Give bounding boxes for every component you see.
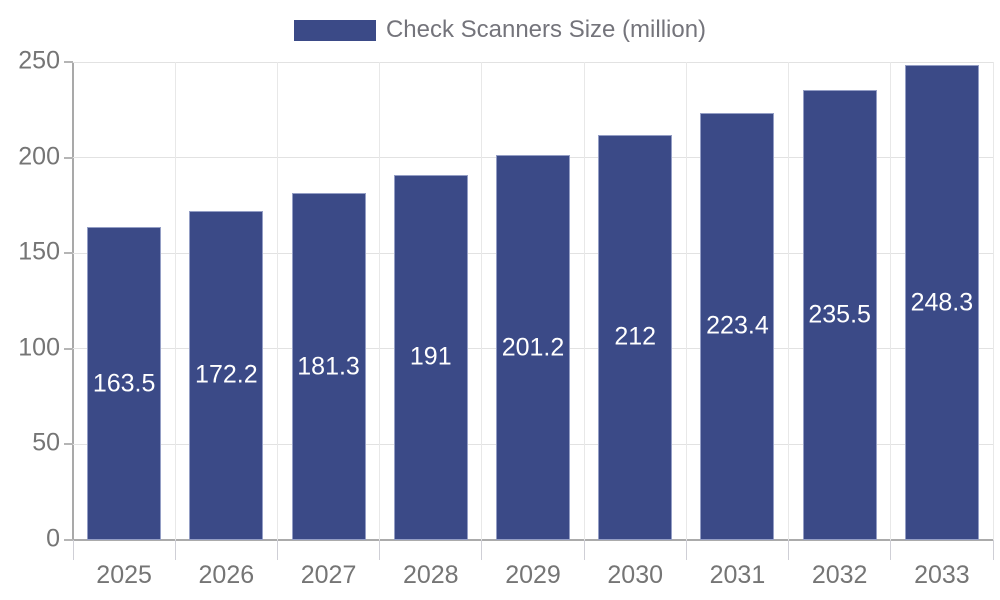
y-axis-tick bbox=[64, 61, 73, 63]
legend-swatch bbox=[293, 19, 376, 41]
x-axis-tick bbox=[992, 540, 994, 560]
x-tick-label: 2025 bbox=[96, 561, 152, 589]
bar-value-label: 212 bbox=[614, 322, 657, 351]
bar-value-label: 235.5 bbox=[808, 300, 871, 329]
gridline-vertical bbox=[379, 62, 381, 540]
x-axis-tick bbox=[788, 540, 790, 560]
x-tick-label: 2030 bbox=[607, 561, 664, 589]
gridline-vertical bbox=[992, 62, 994, 540]
bar-value-label: 201.2 bbox=[501, 333, 565, 362]
bar-value-label: 248.3 bbox=[910, 288, 974, 317]
x-tick-label: 2033 bbox=[914, 561, 970, 589]
y-tick-label: 0 bbox=[46, 524, 60, 553]
bar-value-label: 181.3 bbox=[297, 352, 360, 381]
y-axis-tick bbox=[64, 443, 73, 446]
bar-2031 bbox=[700, 112, 775, 540]
bar-2032 bbox=[802, 89, 877, 540]
gridline-vertical bbox=[481, 62, 483, 540]
gridline-vertical bbox=[685, 62, 687, 540]
x-tick-label: 2026 bbox=[198, 561, 255, 589]
gridline-vertical bbox=[174, 62, 176, 540]
bar-value-label: 223.4 bbox=[706, 311, 769, 340]
bar-value-label: 172.2 bbox=[195, 360, 258, 389]
bar-value-label: 163.5 bbox=[92, 369, 156, 398]
x-axis-tick bbox=[890, 540, 892, 560]
bar-value-label: 191 bbox=[409, 342, 452, 371]
y-tick-label: 50 bbox=[32, 428, 60, 457]
y-tick-label: 200 bbox=[18, 141, 60, 170]
gridline-vertical bbox=[788, 62, 790, 540]
legend[interactable]: Check Scanners Size (million) bbox=[0, 16, 1000, 44]
y-axis-tick bbox=[64, 539, 73, 541]
y-axis-line bbox=[72, 62, 74, 540]
bar-2025 bbox=[87, 227, 162, 540]
y-tick-label: 150 bbox=[18, 237, 60, 266]
bar-2027 bbox=[291, 193, 366, 540]
y-axis-tick bbox=[64, 252, 73, 255]
y-axis-tick bbox=[64, 156, 73, 159]
x-tick-label: 2031 bbox=[709, 561, 766, 589]
y-tick-label: 250 bbox=[18, 46, 60, 75]
x-axis-tick bbox=[174, 540, 176, 560]
y-axis-tick bbox=[64, 347, 73, 350]
x-tick-label: 2028 bbox=[402, 561, 459, 589]
x-axis-tick bbox=[72, 540, 74, 560]
x-axis-tick bbox=[276, 540, 278, 560]
bar-2029 bbox=[496, 155, 570, 540]
bar-2030 bbox=[598, 134, 673, 540]
x-axis-line bbox=[73, 539, 993, 541]
gridline-horizontal bbox=[73, 61, 993, 63]
x-axis-tick bbox=[379, 540, 381, 560]
bar-2028 bbox=[393, 174, 468, 540]
plot-area: 0 50 100 150 200 250 163.5 2025 172.2 2026 181.3 20… bbox=[18, 46, 994, 589]
bar-2033 bbox=[904, 65, 979, 540]
gridline-vertical bbox=[276, 62, 278, 540]
x-axis-tick bbox=[583, 540, 585, 560]
gridline-vertical bbox=[583, 62, 585, 540]
x-tick-label: 2032 bbox=[811, 561, 868, 589]
x-tick-label: 2027 bbox=[300, 561, 357, 589]
legend-label: Check Scanners Size (million) bbox=[385, 16, 707, 43]
x-tick-label: 2029 bbox=[505, 561, 561, 589]
y-tick-label: 100 bbox=[18, 333, 60, 362]
x-axis-tick bbox=[685, 540, 687, 560]
bar-2026 bbox=[189, 210, 264, 540]
x-axis-tick bbox=[481, 540, 483, 560]
gridline-vertical bbox=[890, 62, 892, 540]
